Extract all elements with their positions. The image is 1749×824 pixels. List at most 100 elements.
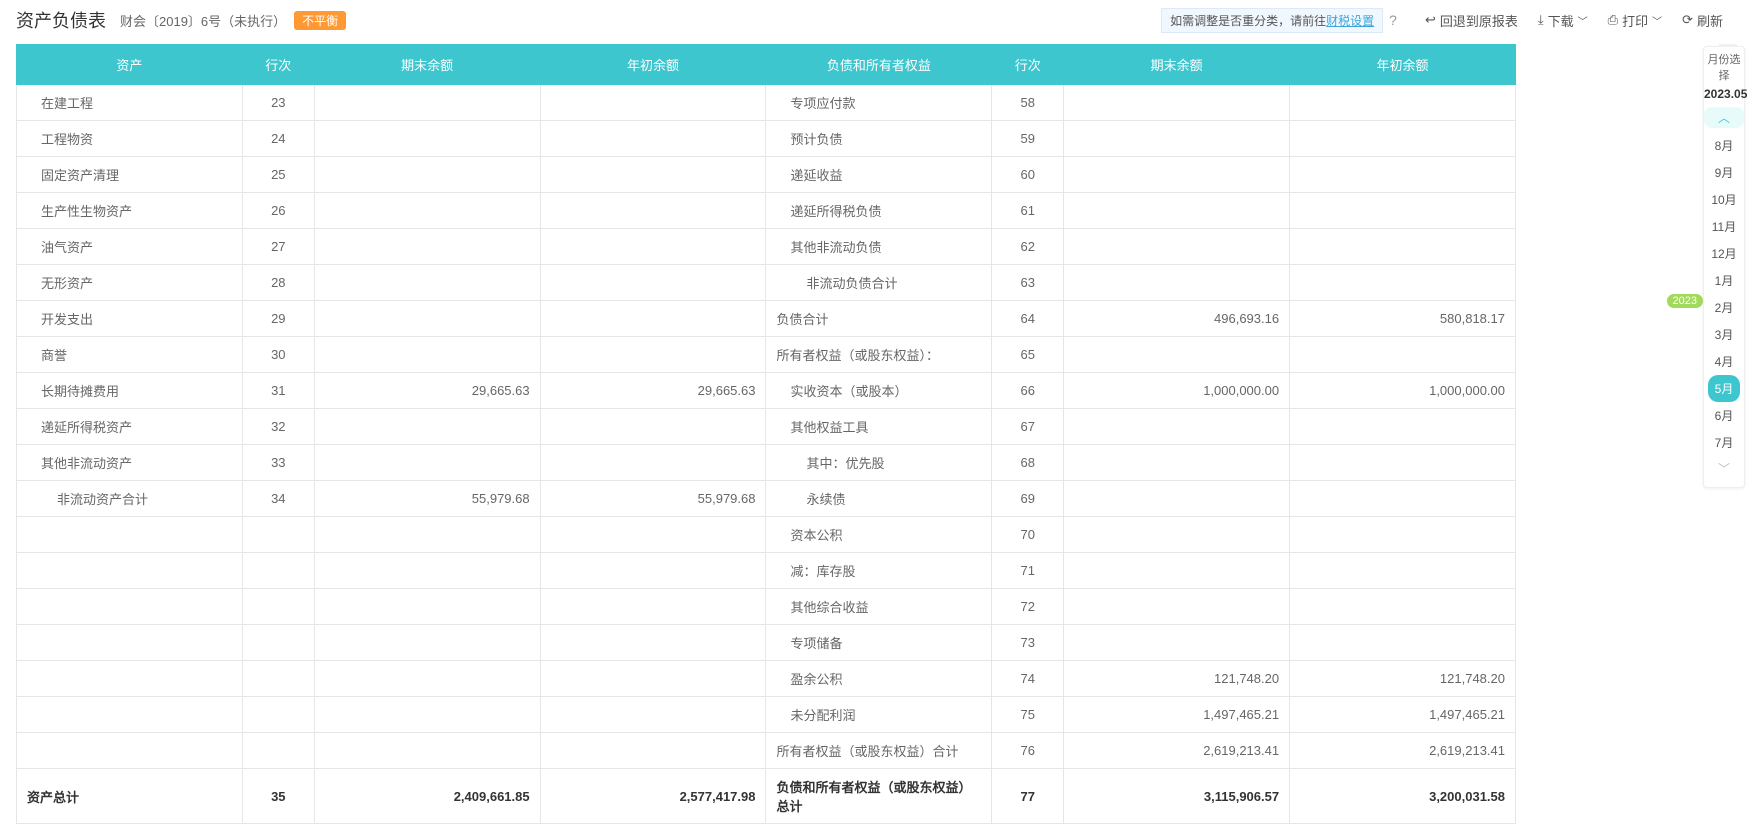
month-option[interactable]: 4月 (1704, 348, 1744, 375)
liab-end-balance[interactable] (1064, 625, 1290, 661)
liab-name[interactable]: 减：库存股 (766, 553, 992, 589)
asset-begin-balance[interactable] (540, 409, 766, 445)
liab-name[interactable]: 实收资本（或股本） (766, 373, 992, 409)
asset-name[interactable]: 在建工程 (17, 85, 243, 121)
liab-name[interactable]: 未分配利润 (766, 697, 992, 733)
month-option[interactable]: 5月 (1708, 375, 1740, 402)
asset-end-balance[interactable] (314, 85, 540, 121)
liab-end-balance[interactable] (1064, 157, 1290, 193)
tax-settings-link[interactable]: 财税设置 (1326, 12, 1374, 29)
liab-end-balance[interactable]: 1,000,000.00 (1064, 373, 1290, 409)
asset-end-balance[interactable] (314, 625, 540, 661)
asset-name[interactable]: 递延所得税资产 (17, 409, 243, 445)
asset-name[interactable] (17, 517, 243, 553)
liab-begin-balance[interactable] (1290, 625, 1516, 661)
liab-end-balance[interactable] (1064, 121, 1290, 157)
month-option[interactable]: 9月 (1704, 159, 1744, 186)
liab-begin-balance[interactable]: 580,818.17 (1290, 301, 1516, 337)
liab-begin-balance[interactable] (1290, 589, 1516, 625)
month-option[interactable]: 11月 (1704, 213, 1744, 240)
asset-begin-balance[interactable] (540, 589, 766, 625)
asset-name[interactable]: 生产性生物资产 (17, 193, 243, 229)
liab-end-balance[interactable]: 2,619,213.41 (1064, 733, 1290, 769)
liab-name[interactable]: 其他非流动负债 (766, 229, 992, 265)
liab-name[interactable]: 所有者权益（或股东权益）： (766, 337, 992, 373)
asset-name[interactable]: 工程物资 (17, 121, 243, 157)
liab-begin-balance[interactable] (1290, 193, 1516, 229)
asset-end-balance[interactable] (314, 193, 540, 229)
liab-name[interactable]: 盈余公积 (766, 661, 992, 697)
month-scroll-down[interactable]: ﹀ (1704, 456, 1744, 481)
liab-end-balance[interactable] (1064, 409, 1290, 445)
asset-name[interactable] (17, 661, 243, 697)
asset-name[interactable] (17, 553, 243, 589)
asset-begin-balance[interactable] (540, 229, 766, 265)
asset-begin-balance[interactable] (540, 301, 766, 337)
liab-begin-balance[interactable]: 2,619,213.41 (1290, 733, 1516, 769)
liab-end-balance[interactable]: 1,497,465.21 (1064, 697, 1290, 733)
liab-name[interactable]: 非流动负债合计 (766, 265, 992, 301)
month-option[interactable]: 12月 (1704, 240, 1744, 267)
month-option[interactable]: 2月 (1704, 294, 1744, 321)
month-option[interactable]: 7月 (1704, 429, 1744, 456)
asset-name[interactable] (17, 697, 243, 733)
asset-begin-balance[interactable]: 29,665.63 (540, 373, 766, 409)
liab-begin-balance[interactable] (1290, 445, 1516, 481)
month-option[interactable]: 1月 (1704, 267, 1744, 294)
refresh-button[interactable]: ⟳ 刷新 (1682, 11, 1723, 30)
asset-end-balance[interactable] (314, 337, 540, 373)
asset-name[interactable]: 无形资产 (17, 265, 243, 301)
download-button[interactable]: ⤓ 下载 ﹀ (1538, 11, 1588, 30)
asset-begin-balance[interactable] (540, 517, 766, 553)
asset-begin-balance[interactable] (540, 85, 766, 121)
liab-begin-balance[interactable] (1290, 337, 1516, 373)
asset-end-balance[interactable] (314, 553, 540, 589)
liab-name[interactable]: 其他综合收益 (766, 589, 992, 625)
asset-begin-balance[interactable] (540, 697, 766, 733)
asset-end-balance[interactable] (314, 517, 540, 553)
liab-begin-balance[interactable] (1290, 553, 1516, 589)
asset-end-balance[interactable] (314, 301, 540, 337)
asset-end-balance[interactable] (314, 733, 540, 769)
asset-end-balance[interactable] (314, 229, 540, 265)
liab-name[interactable]: 永续债 (766, 481, 992, 517)
asset-name[interactable]: 固定资产清理 (17, 157, 243, 193)
liab-begin-balance[interactable] (1290, 409, 1516, 445)
asset-begin-balance[interactable] (540, 193, 766, 229)
asset-begin-balance[interactable] (540, 265, 766, 301)
asset-name[interactable]: 商誉 (17, 337, 243, 373)
month-option[interactable]: 8月 (1704, 132, 1744, 159)
asset-end-balance[interactable] (314, 121, 540, 157)
month-option[interactable]: 3月 (1704, 321, 1744, 348)
liab-begin-balance[interactable]: 121,748.20 (1290, 661, 1516, 697)
liab-begin-balance[interactable] (1290, 481, 1516, 517)
liab-begin-balance[interactable]: 1,497,465.21 (1290, 697, 1516, 733)
asset-begin-balance[interactable] (540, 661, 766, 697)
asset-end-balance[interactable] (314, 445, 540, 481)
liab-end-balance[interactable]: 121,748.20 (1064, 661, 1290, 697)
liab-end-balance[interactable] (1064, 481, 1290, 517)
asset-name[interactable]: 油气资产 (17, 229, 243, 265)
asset-end-balance[interactable] (314, 409, 540, 445)
liab-begin-balance[interactable] (1290, 517, 1516, 553)
asset-end-balance[interactable] (314, 265, 540, 301)
liab-begin-balance[interactable]: 1,000,000.00 (1290, 373, 1516, 409)
month-scroll-up[interactable]: ︿ (1704, 107, 1744, 128)
rollback-button[interactable]: ↩ 回退到原报表 (1425, 11, 1518, 30)
liab-name[interactable]: 专项应付款 (766, 85, 992, 121)
asset-end-balance[interactable]: 29,665.63 (314, 373, 540, 409)
liab-name[interactable]: 预计负债 (766, 121, 992, 157)
asset-end-balance[interactable] (314, 157, 540, 193)
asset-begin-balance[interactable] (540, 157, 766, 193)
liab-end-balance[interactable] (1064, 229, 1290, 265)
liab-begin-balance[interactable] (1290, 157, 1516, 193)
liab-end-balance[interactable] (1064, 337, 1290, 373)
asset-begin-balance[interactable] (540, 625, 766, 661)
liab-end-balance[interactable]: 496,693.16 (1064, 301, 1290, 337)
month-option[interactable]: 6月 (1704, 402, 1744, 429)
liab-end-balance[interactable] (1064, 553, 1290, 589)
liab-end-balance[interactable] (1064, 589, 1290, 625)
month-option[interactable]: 10月 (1704, 186, 1744, 213)
asset-end-balance[interactable] (314, 661, 540, 697)
liab-name[interactable]: 专项储备 (766, 625, 992, 661)
